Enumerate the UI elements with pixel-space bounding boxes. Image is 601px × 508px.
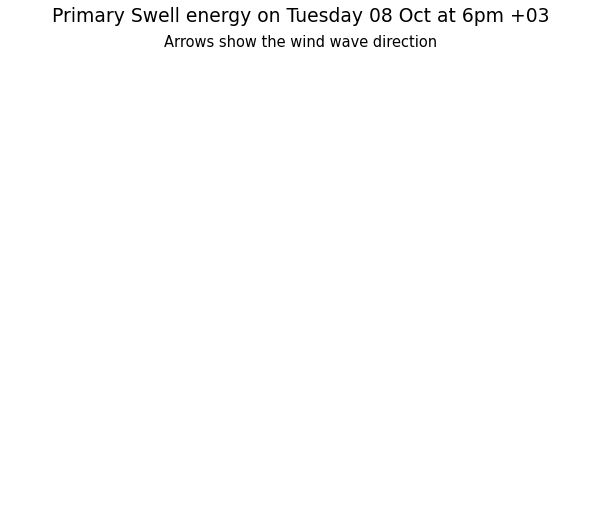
Text: Arrows show the wind wave direction: Arrows show the wind wave direction — [164, 35, 437, 50]
Text: Primary Swell energy on Tuesday 08 Oct at 6pm +03: Primary Swell energy on Tuesday 08 Oct a… — [52, 7, 549, 26]
